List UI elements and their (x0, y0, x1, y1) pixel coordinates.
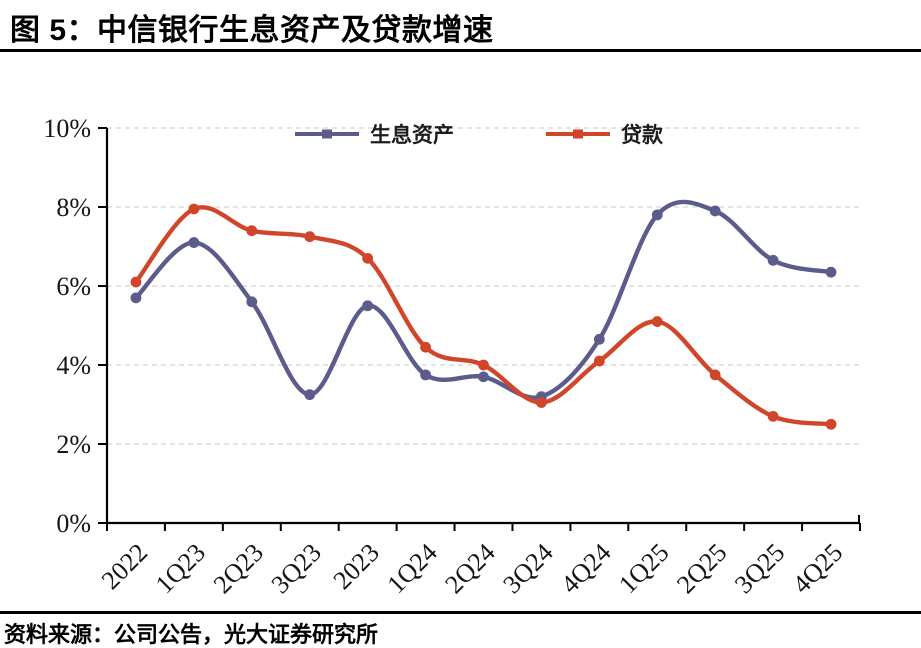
y-tick-label: 2% (56, 430, 91, 459)
x-tick-label: 3Q25 (729, 538, 790, 599)
series-assets (130, 199, 837, 402)
assets-legend-marker (295, 132, 359, 136)
y-tick-label: 10% (43, 114, 91, 143)
x-tick-label: 2Q24 (439, 538, 500, 599)
series-loans-point (420, 341, 431, 353)
source-note: 资料来源：公司公告，光大证券研究所 (4, 622, 379, 647)
legend-item-loans: 贷款 (546, 119, 663, 149)
series-loans-point (246, 225, 258, 237)
x-tick-label: 1Q25 (613, 538, 674, 599)
x-tick-label: 1Q24 (381, 538, 442, 599)
y-tick-label: 0% (56, 509, 91, 538)
series-assets-point (420, 369, 431, 381)
series-assets-point (130, 292, 142, 304)
series-assets-point (188, 237, 200, 248)
chart-legend: 生息资产 贷款 (295, 119, 663, 149)
series-loans-point (130, 276, 142, 288)
y-tick-label: 6% (56, 272, 91, 301)
footer-divider (0, 611, 921, 614)
series-loans-point (825, 418, 837, 430)
y-gridlines (107, 127, 860, 445)
series-assets-point (767, 254, 779, 266)
series-loans-point (478, 359, 489, 371)
series-loans-point (304, 231, 316, 243)
series-loans-point (767, 410, 779, 422)
figure-title: 图 5：中信银行生息资产及贷款增速 (10, 14, 494, 47)
y-tick-label: 4% (56, 351, 91, 380)
y-axis: 0% 2% 4% 6% 8% 10% (43, 114, 109, 538)
x-tick-label: 2023 (328, 538, 385, 595)
series-loans (130, 203, 837, 430)
series-loans-point (651, 316, 663, 327)
x-tick-label: 4Q24 (555, 538, 616, 599)
series-loans-point (188, 203, 200, 215)
loans-legend-label: 贷款 (621, 124, 663, 147)
series-assets-point (651, 209, 663, 221)
x-tick-label: 1Q23 (150, 538, 211, 599)
series-assets-point (825, 266, 837, 278)
series-loans-point (362, 252, 374, 264)
loans-legend-marker (546, 132, 610, 136)
series-loans-line (133, 205, 834, 427)
series-assets-point (362, 300, 374, 312)
title-divider (0, 49, 921, 52)
legend-item-assets: 生息资产 (295, 119, 454, 149)
series-loans-point (709, 369, 721, 381)
assets-legend-label: 生息资产 (370, 124, 454, 147)
x-tick-label: 2022 (96, 538, 153, 595)
series-assets-point (593, 333, 605, 345)
series-assets-point (246, 296, 258, 308)
series-loans-point (536, 397, 547, 408)
series-assets-point (478, 371, 489, 383)
x-tick-label: 4Q25 (787, 538, 848, 599)
series-loans-point (593, 355, 605, 367)
growth-line-chart: 0% 2% 4% 6% 8% 10% 2022 1Q23 2Q23 3Q23 2023 1Q24 2Q2… (0, 95, 921, 600)
x-tick-label: 2Q23 (208, 538, 269, 599)
x-tick-label: 2Q25 (671, 538, 732, 599)
x-tick-label: 3Q23 (266, 538, 327, 599)
x-tick-label: 3Q24 (497, 538, 558, 599)
y-tick-label: 8% (56, 193, 91, 222)
series-assets-point (709, 205, 721, 217)
series-assets-point (304, 389, 316, 401)
